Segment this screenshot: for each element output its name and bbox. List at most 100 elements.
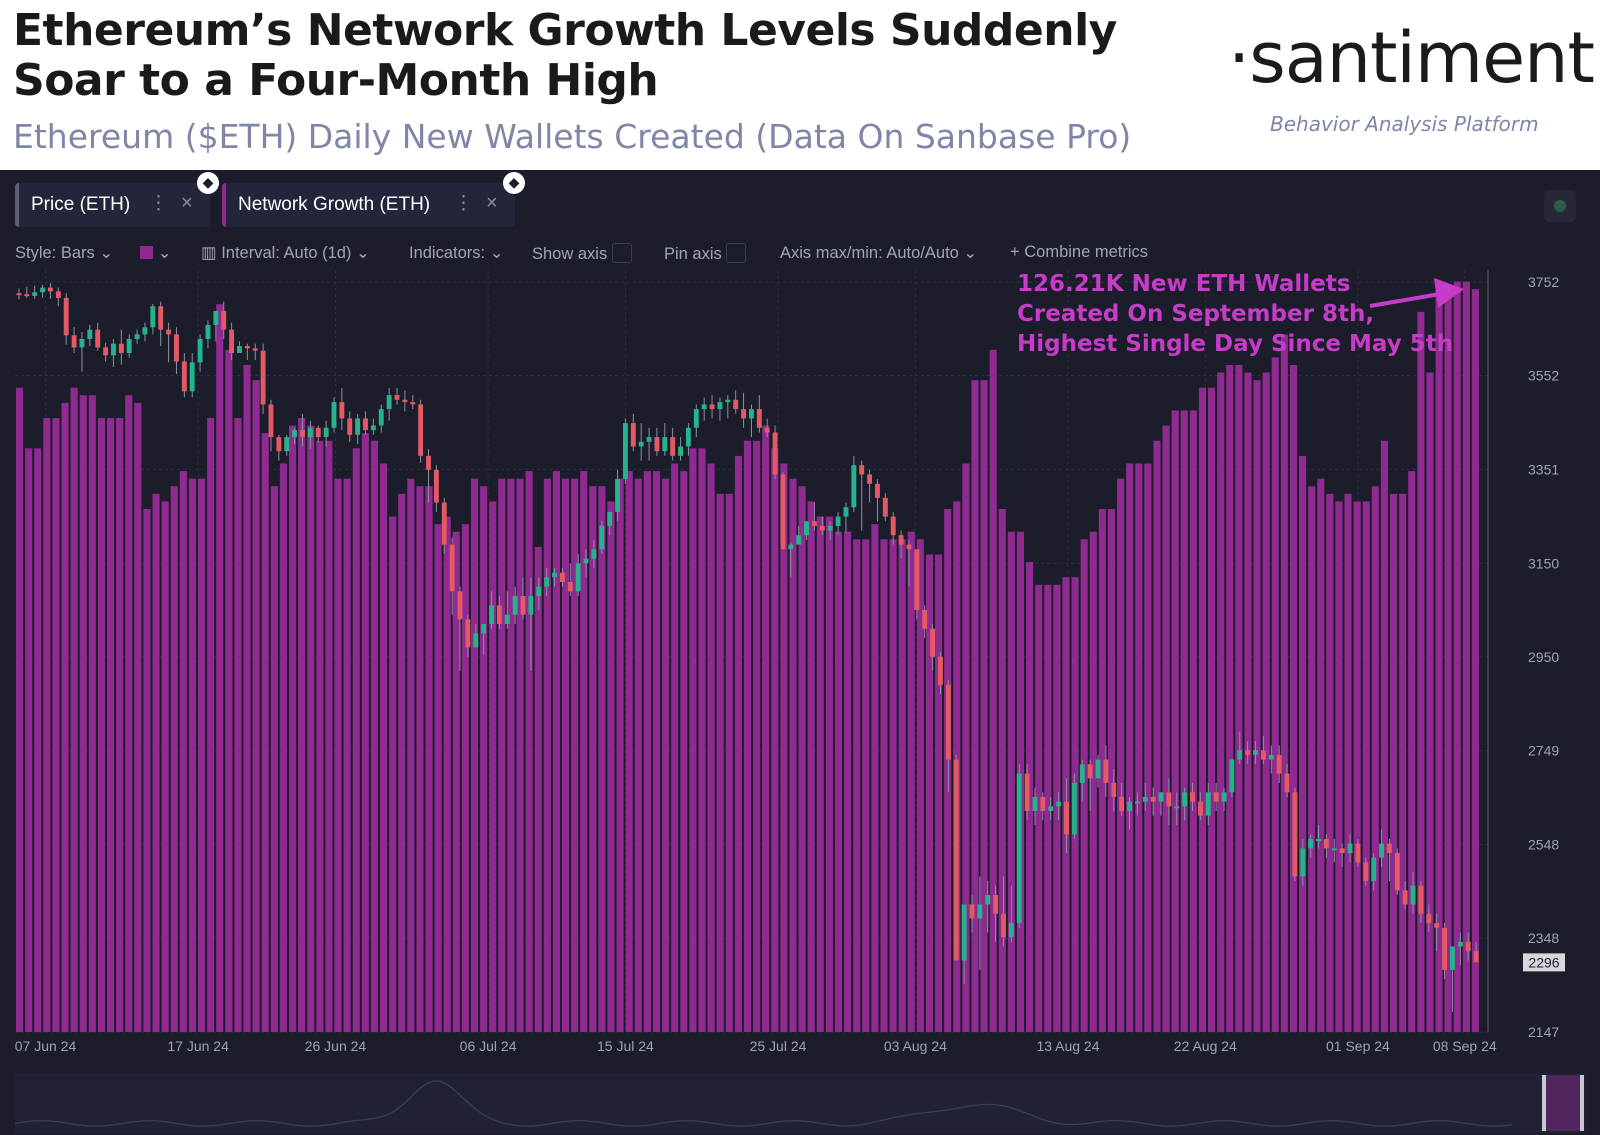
candle-body [1205,792,1211,816]
network-growth-bar [925,554,934,1032]
network-growth-bar [671,463,679,1032]
network-growth-bar [307,425,315,1033]
candle-body [1190,792,1195,802]
interval-dropdown[interactable]: ▥ Interval: Auto (1d) ⌄ [201,243,370,263]
candle-body [930,628,936,657]
more-options-icon[interactable]: ⋮ [149,193,168,214]
candle-body [528,596,534,615]
network-growth-bar [34,448,42,1033]
network-growth-bar [1390,493,1398,1032]
candle-body [1323,839,1329,849]
style-dropdown[interactable]: Style: Bars ⌄ [15,243,113,263]
candle-body [1300,848,1306,877]
chevron-down-icon: ⌄ [157,244,172,262]
tab-network-growth-eth[interactable]: Network Growth (ETH) ⋮ × [222,183,515,227]
candle-body [717,402,723,410]
chart-title: Ethereum’s Network Growth Levels Suddenl… [13,5,1117,106]
combine-metrics-button[interactable]: + Combine metrics [1010,243,1148,262]
candle-body [1150,796,1156,802]
candle-body [496,605,502,625]
network-growth-bar [1271,357,1279,1032]
network-growth-bar [552,471,560,1033]
color-picker[interactable]: ⌄ [140,243,171,263]
candle-body [32,292,38,297]
network-growth-bar [70,387,78,1032]
candle-body [449,544,455,592]
candle-body [591,549,597,559]
candle-body [87,329,93,340]
candle-body [552,572,557,578]
network-growth-bar [543,478,551,1032]
candle-body [441,502,447,545]
network-growth-bar [662,478,670,1032]
network-growth-bar [989,349,997,1032]
candle-body [1379,843,1384,858]
indicators-dropdown[interactable]: Indicators: ⌄ [409,243,504,263]
candle-body [24,294,30,297]
close-icon[interactable]: × [181,192,193,214]
network-growth-bar [816,516,824,1032]
network-growth-bar [316,440,324,1032]
candle-body [898,535,904,545]
network-growth-bar [898,539,906,1032]
chevron-down-icon: ⌄ [356,244,370,262]
network-growth-bar [106,418,115,1032]
candle-body [654,437,660,452]
candle-body [575,563,581,592]
pin-axis-checkbox[interactable] [726,243,747,263]
network-growth-bar [407,478,415,1032]
candle-body [922,610,928,629]
candle-body [426,455,431,470]
x-tick-label: 07 Jun 24 [15,1038,77,1054]
show-axis-checkbox[interactable] [611,243,632,263]
x-tick-label: 06 Jul 24 [460,1038,517,1054]
candle-body [693,409,699,428]
tab-price-eth[interactable]: Price (ETH) ⋮ × [15,183,210,227]
candle-body [378,409,384,426]
candle-body [229,329,235,354]
network-growth-bar [880,539,888,1032]
pin-axis-toggle[interactable]: Pin axis [664,243,747,264]
candle-body [536,586,542,597]
more-options-icon[interactable]: ⋮ [454,193,473,214]
network-growth-bar [1435,281,1443,1032]
network-growth-bar [25,448,33,1033]
candle-body [1221,792,1227,802]
candle-body [1213,792,1219,802]
network-growth-bar [288,425,297,1033]
y-tick-label: 2950 [1528,649,1559,665]
network-growth-bars [16,281,1479,1033]
calendar-icon: ▥ [201,244,217,262]
network-growth-bar [1089,531,1097,1032]
candle-body [1442,927,1447,970]
network-growth-bar [197,478,206,1032]
network-growth-bar [179,471,187,1033]
show-axis-toggle[interactable]: Show axis [532,243,632,264]
candle-body [1016,773,1022,924]
network-growth-bar [753,440,761,1032]
network-growth-bar [998,508,1006,1033]
candle-body [1079,764,1085,783]
navigator-line [14,1080,1513,1127]
candle-body [544,577,550,587]
y-tick-label: 3552 [1528,367,1559,383]
status-indicator[interactable] [1544,190,1576,222]
network-growth-bar [607,501,615,1032]
network-growth-bar [279,463,287,1032]
network-growth-bar [334,478,342,1032]
chart-panel: 3752 3552 3351 3150 2950 2749 2548 2348 2147 07 J… [0,170,1600,1135]
network-growth-bar [1235,364,1243,1032]
candle-body [1040,796,1046,811]
candle-body [1371,857,1377,882]
axis-maxmin-dropdown[interactable]: Axis max/min: Auto/Auto ⌄ [780,243,977,263]
candle-body [1260,750,1266,760]
pin-axis-label: Pin axis [664,245,722,263]
candle-body [323,427,329,438]
network-growth-bar [143,508,151,1033]
network-growth-bar [707,463,715,1032]
candle-body [559,572,565,582]
close-icon[interactable]: × [486,192,498,214]
candle-body [851,465,857,508]
network-growth-bar [1080,539,1088,1032]
chart-svg: 3752 3552 3351 3150 2950 2749 2548 2348 2147 07 J… [0,170,1600,1135]
